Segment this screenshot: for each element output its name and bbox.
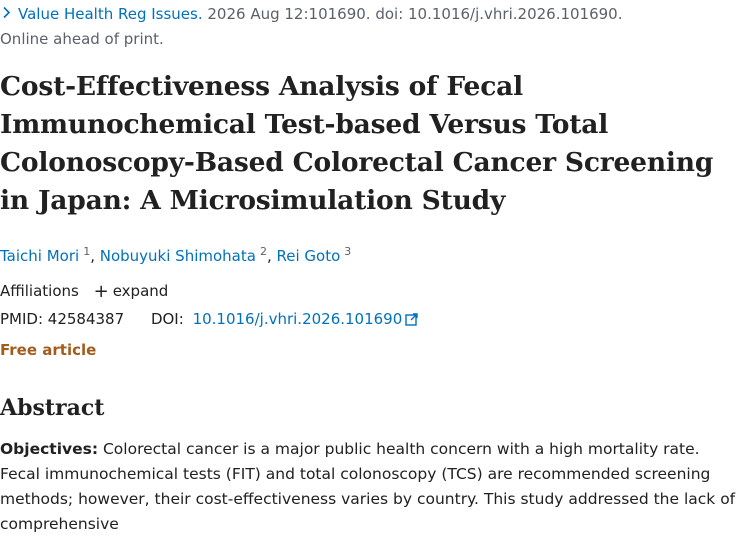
doi-label: DOI: <box>150 310 184 328</box>
objectives-text: Colorectal cancer is a major public heal… <box>0 440 736 533</box>
author-link[interactable]: Taichi Mori <box>0 247 80 265</box>
affiliations-label: Affiliations <box>0 282 79 300</box>
author-list: Taichi Mori 1, Nobuyuki Shimohata 2, Rei G… <box>0 245 352 265</box>
citation-line: Value Health Reg Issues. 2026 Aug 12:101… <box>0 4 623 24</box>
publication-status: Online ahead of print. <box>0 30 164 48</box>
pmid-value: 42584387 <box>47 310 125 328</box>
doi-link[interactable]: 10.1016/j.vhri.2026.101690 <box>193 310 419 328</box>
objectives-label: Objectives: <box>0 440 99 458</box>
author-affiliation-number[interactable]: 1 <box>83 245 91 258</box>
chevron-right-icon[interactable] <box>2 4 14 24</box>
author-link[interactable]: Nobuyuki Shimohata <box>99 247 256 265</box>
expand-label: expand <box>112 282 169 300</box>
pmid-label: PMID: <box>0 310 44 328</box>
abstract-objectives: Objectives: Colorectal cancer is a major… <box>0 437 740 537</box>
author-affiliation-number[interactable]: 3 <box>344 245 352 258</box>
free-article-badge: Free article <box>0 341 97 359</box>
abstract-heading: Abstract <box>0 395 105 421</box>
affiliations-row: Affiliations + expand <box>0 280 168 302</box>
journal-link[interactable]: Value Health Reg Issues. <box>18 5 203 23</box>
citation-details: 2026 Aug 12:101690. doi: 10.1016/j.vhri.… <box>202 5 623 23</box>
expand-affiliations-button[interactable]: + expand <box>93 281 169 302</box>
doi-value[interactable]: 10.1016/j.vhri.2026.101690 <box>192 310 403 328</box>
author-affiliation-number[interactable]: 2 <box>259 245 267 258</box>
author-link[interactable]: Rei Goto <box>276 247 341 265</box>
plus-icon: + <box>93 281 109 302</box>
identifiers-row: PMID: 42584387 DOI: 10.1016/j.vhri.2026.… <box>0 308 418 332</box>
article-title: Cost-Effectiveness Analysis of Fecal Imm… <box>0 71 714 216</box>
external-link-icon[interactable] <box>405 310 418 332</box>
